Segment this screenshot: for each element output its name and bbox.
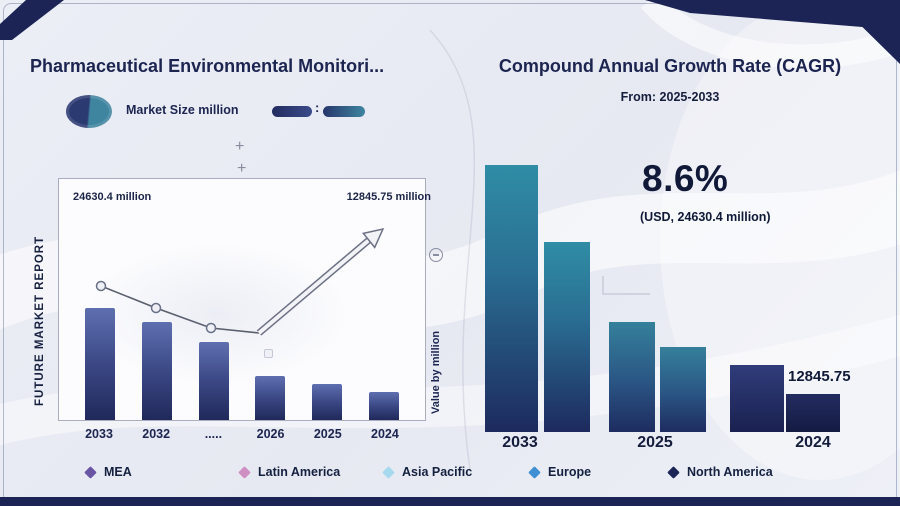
gradient-pill-decor [323, 106, 365, 117]
plus-decor-1: + [235, 138, 245, 155]
cagr-bar-2025-b [660, 347, 706, 432]
latin-america-diamond-icon [238, 465, 251, 479]
legend-item-mea: MEA [84, 465, 132, 479]
cagr-period-subtitle: From: 2025-2033 [620, 90, 720, 104]
legend-item-north-america: North America [667, 465, 773, 479]
x-tick-2026: 2026 [256, 427, 285, 441]
market-size-x-axis: 2033 2032..... 2026 2025 2024 [58, 427, 426, 441]
market-bar-2025 [312, 384, 343, 420]
legend-label-asia-pacific: Asia Pacific [402, 465, 473, 479]
europe-diamond-icon [528, 465, 541, 479]
market-bar-2026 [255, 376, 286, 420]
market-size-chart: 24630.4 million 12845.75 million [58, 178, 431, 421]
end-value-callout: 12845.75 [788, 368, 851, 385]
legend-label-europe: Europe [548, 465, 592, 479]
mea-diamond-icon [84, 465, 97, 479]
north-america-diamond-icon [667, 465, 680, 479]
watermark-future-market-report: FUTURE MARKET REPORT [34, 235, 46, 406]
x-tick-2032: 2032 [142, 427, 171, 441]
trend-line-arrow [95, 227, 385, 336]
x-tick-2024: 2024 [795, 434, 831, 451]
x-tick-2025: 2025 [637, 434, 673, 451]
dark-pill-decor [272, 106, 312, 117]
x-tick-dots: ..... [204, 427, 223, 441]
legend-label-latin-america: Latin America [258, 465, 341, 479]
legend-item-asia-pacific: Asia Pacific [382, 465, 473, 479]
cagr-bar-2033-a [485, 165, 538, 432]
cagr-bar-2024-b [786, 394, 840, 432]
legend-item-latin-america: Latin America [238, 465, 341, 479]
square-decor [264, 349, 273, 358]
cagr-bar-2025-a [609, 322, 655, 432]
market-size-legend-label: Market Size million [126, 103, 239, 117]
asia-pacific-diamond-icon [382, 465, 395, 479]
legend-label-mea: MEA [104, 465, 132, 479]
x-tick-2025: 2025 [313, 427, 342, 441]
value-axis-label: Value by million [430, 330, 442, 414]
cagr-bar-2033-b [544, 242, 590, 432]
legend-item-europe: Europe [528, 465, 592, 479]
cagr-x-axis: 2033 2025 2024 [485, 434, 845, 456]
plus-decor-2: + [237, 160, 247, 177]
market-bar-dots [198, 342, 229, 420]
cagr-bar-2024-a [730, 365, 784, 432]
region-legend: MEA Latin America Asia Pacific Europe North … [0, 465, 900, 487]
market-bar-2032 [141, 322, 172, 420]
minus-circle-icon [429, 248, 443, 262]
x-tick-2033: 2033 [502, 434, 538, 451]
x-tick-2033: 2033 [85, 427, 113, 441]
pill-colon-decor: : [315, 100, 320, 115]
market-size-legend-icon [66, 95, 112, 128]
x-tick-2024: 2024 [371, 427, 399, 441]
market-size-chart-title: Pharmaceutical Environmental Monitori... [30, 56, 385, 76]
legend-label-north-america: North America [687, 465, 773, 479]
market-bar-2024 [368, 392, 399, 420]
